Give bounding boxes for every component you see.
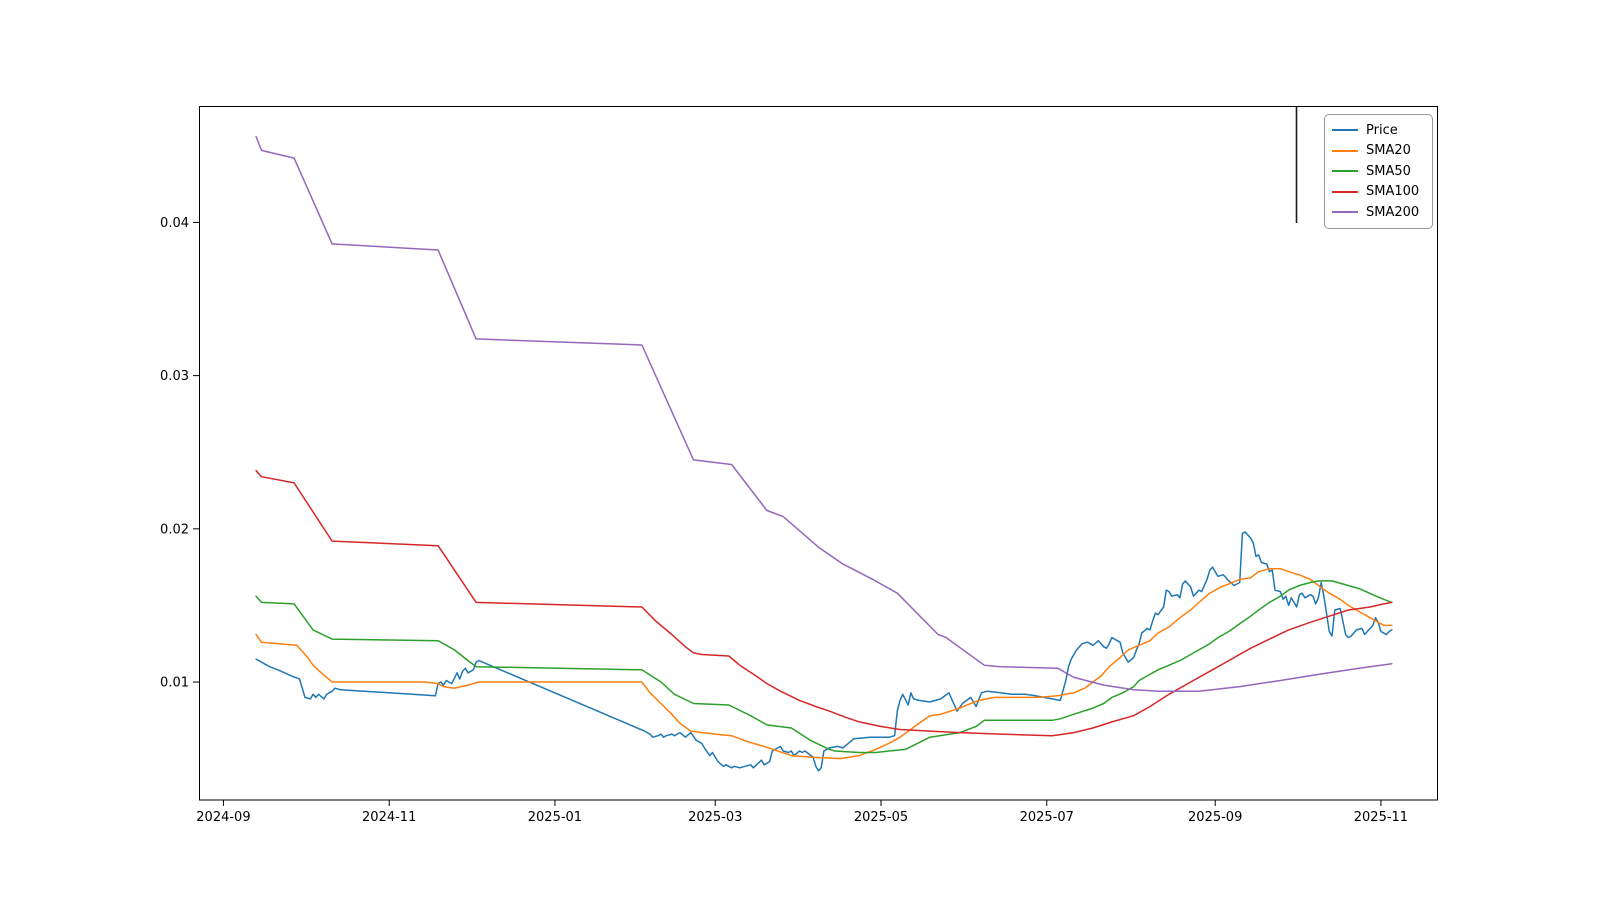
- x-tick-label: 2024-09: [196, 810, 250, 825]
- legend-line-sample-sma200: [1332, 211, 1358, 214]
- legend-label: SMA20: [1366, 143, 1411, 159]
- x-tick-label: 2025-07: [1020, 810, 1074, 825]
- legend-line-sample-sma20: [1332, 149, 1358, 152]
- series-lines: [255, 135, 1393, 772]
- series-line-sma50: [255, 580, 1393, 754]
- y-tick-label: 0.01: [160, 676, 189, 691]
- y-tick-label: 0.03: [160, 369, 189, 384]
- x-tick-label: 2025-05: [854, 810, 908, 825]
- legend-item-sma200: SMA200: [1332, 202, 1425, 223]
- y-tick-label: 0.02: [160, 522, 189, 537]
- legend-item-sma100: SMA100: [1332, 182, 1425, 203]
- legend-line-sample-price: [1332, 129, 1358, 132]
- legend-line-sample-sma50: [1332, 170, 1358, 173]
- legend: Price SMA20 SMA50 SMA100 SMA200: [1324, 114, 1433, 229]
- x-tick-label: 2025-01: [528, 810, 582, 825]
- series-line-sma20: [255, 567, 1393, 760]
- legend-line-sample-sma100: [1332, 190, 1358, 193]
- plot-border: [199, 106, 1438, 801]
- x-tick-label: 2025-03: [688, 810, 742, 825]
- legend-item-price: Price: [1332, 120, 1425, 141]
- legend-item-sma20: SMA20: [1332, 141, 1425, 162]
- legend-label: SMA200: [1366, 204, 1420, 220]
- x-tick-label: 2025-09: [1188, 810, 1242, 825]
- legend-label: Price: [1366, 122, 1398, 138]
- legend-item-sma50: SMA50: [1332, 161, 1425, 182]
- axis-ticks: 2024-09 2024-11 2025-01 2025-03 2025-05 2025-…: [160, 216, 1408, 825]
- legend-label: SMA50: [1366, 163, 1411, 179]
- series-line-price: [255, 531, 1393, 772]
- series-line-sma100: [255, 469, 1393, 737]
- series-line-sma200: [255, 135, 1393, 692]
- x-tick-label: 2025-11: [1354, 810, 1408, 825]
- legend-label: SMA100: [1366, 184, 1420, 200]
- x-tick-label: 2024-11: [362, 810, 416, 825]
- y-tick-label: 0.04: [160, 216, 189, 231]
